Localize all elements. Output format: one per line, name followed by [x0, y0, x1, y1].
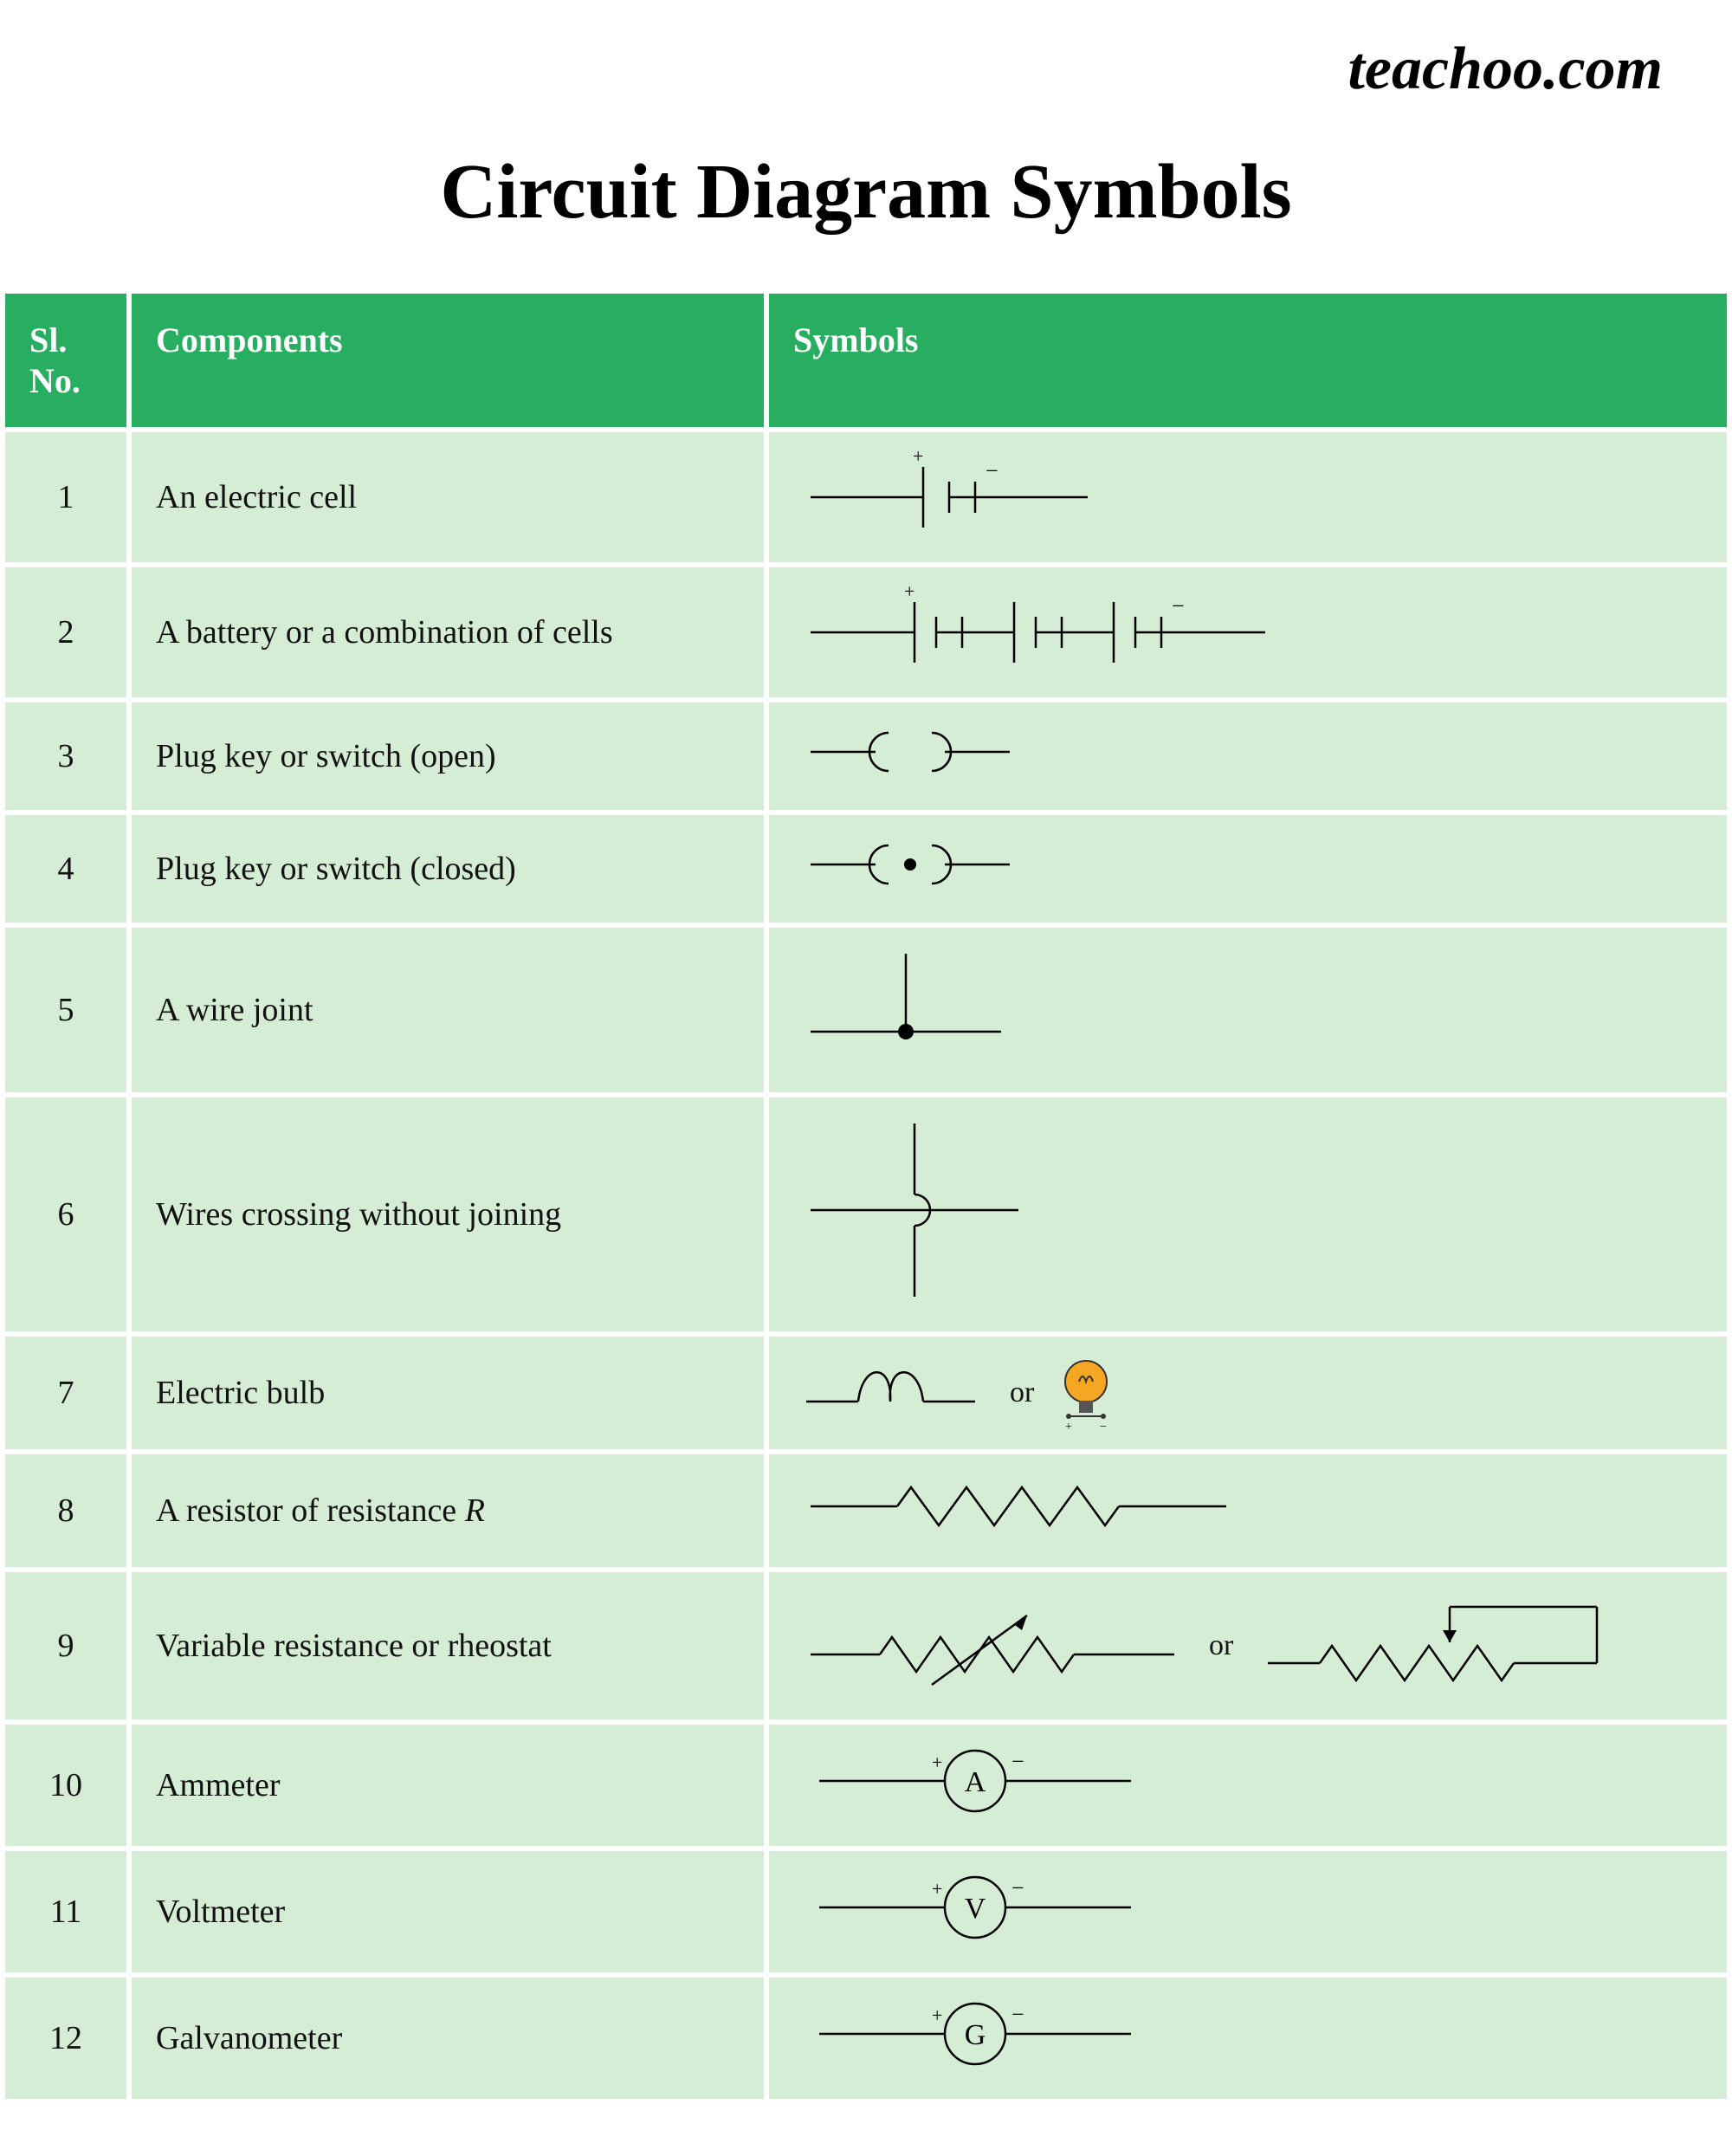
- svg-text:+: +: [1065, 1421, 1072, 1434]
- table-row: 3 Plug key or switch (open): [5, 702, 1727, 810]
- row-component: Plug key or switch (closed): [132, 815, 764, 923]
- row-symbol: [769, 1454, 1727, 1567]
- svg-text:+: +: [913, 445, 923, 467]
- row-sl: 1: [5, 432, 126, 562]
- svg-text:+: +: [932, 2004, 942, 2026]
- table-row: 5 A wire joint: [5, 928, 1727, 1092]
- table-row: 6 Wires crossing without joining: [5, 1097, 1727, 1331]
- row-sl: 8: [5, 1454, 126, 1567]
- svg-text:+: +: [932, 1878, 942, 1900]
- row-sl: 3: [5, 702, 126, 810]
- table-row: 9 Variable resistance or rheostat or: [5, 1572, 1727, 1719]
- header-components: Components: [132, 294, 764, 427]
- row-symbol: [769, 815, 1727, 923]
- svg-text:−: −: [1011, 1749, 1024, 1774]
- row-component: A battery or a combination of cells: [132, 567, 764, 697]
- row-component: Voltmeter: [132, 1851, 764, 1972]
- row-component: A resistor of resistance R: [132, 1454, 764, 1567]
- row-sl: 11: [5, 1851, 126, 1972]
- symbols-table: Sl. No. Components Symbols 1 An electric…: [0, 288, 1732, 2104]
- row-sl: 9: [5, 1572, 126, 1719]
- row-sl: 10: [5, 1725, 126, 1846]
- svg-text:G: G: [965, 2019, 986, 2051]
- row-symbol: [769, 928, 1727, 1092]
- row-component: Plug key or switch (open): [132, 702, 764, 810]
- row-component: Ammeter: [132, 1725, 764, 1846]
- row-sl: 7: [5, 1337, 126, 1449]
- svg-text:+: +: [904, 580, 914, 602]
- row-symbol: V + −: [769, 1851, 1727, 1972]
- header-sl: Sl. No.: [5, 294, 126, 427]
- row-component: Galvanometer: [132, 1978, 764, 2099]
- row-component: Electric bulb: [132, 1337, 764, 1449]
- row-sl: 4: [5, 815, 126, 923]
- table-row: 12 Galvanometer G + −: [5, 1978, 1727, 2099]
- page-title: Circuit Diagram Symbols: [0, 147, 1732, 236]
- table-row: 8 A resistor of resistance R: [5, 1454, 1727, 1567]
- svg-text:V: V: [965, 1893, 986, 1925]
- watermark: teachoo.com: [0, 26, 1732, 121]
- row-symbol: A + −: [769, 1725, 1727, 1846]
- row-component: An electric cell: [132, 432, 764, 562]
- row-component: A wire joint: [132, 928, 764, 1092]
- row-sl: 12: [5, 1978, 126, 2099]
- row-symbol: +−: [769, 567, 1727, 697]
- table-row: 2 A battery or a combination of cells +−: [5, 567, 1727, 697]
- svg-text:+: +: [932, 1751, 942, 1773]
- row-symbol: [769, 702, 1727, 810]
- svg-text:−: −: [1172, 593, 1185, 618]
- row-component: Variable resistance or rheostat: [132, 1572, 764, 1719]
- svg-text:−: −: [986, 458, 998, 483]
- svg-text:A: A: [965, 1766, 986, 1798]
- svg-text:−: −: [1100, 1421, 1107, 1434]
- table-row: 4 Plug key or switch (closed): [5, 815, 1727, 923]
- table-row: 7 Electric bulb or +−: [5, 1337, 1727, 1449]
- header-symbols: Symbols: [769, 294, 1727, 427]
- svg-text:−: −: [1011, 2002, 1024, 2027]
- row-symbol: or +−: [769, 1337, 1727, 1449]
- row-symbol: G + −: [769, 1978, 1727, 2099]
- table-row: 1 An electric cell +−: [5, 432, 1727, 562]
- table-row: 11 Voltmeter V + −: [5, 1851, 1727, 1972]
- row-sl: 5: [5, 928, 126, 1092]
- row-symbol: [769, 1097, 1727, 1331]
- row-sl: 2: [5, 567, 126, 697]
- row-symbol: or: [769, 1572, 1727, 1719]
- row-sl: 6: [5, 1097, 126, 1331]
- row-symbol: +−: [769, 432, 1727, 562]
- svg-text:−: −: [1011, 1875, 1024, 1900]
- row-component: Wires crossing without joining: [132, 1097, 764, 1331]
- table-row: 10 Ammeter A + −: [5, 1725, 1727, 1846]
